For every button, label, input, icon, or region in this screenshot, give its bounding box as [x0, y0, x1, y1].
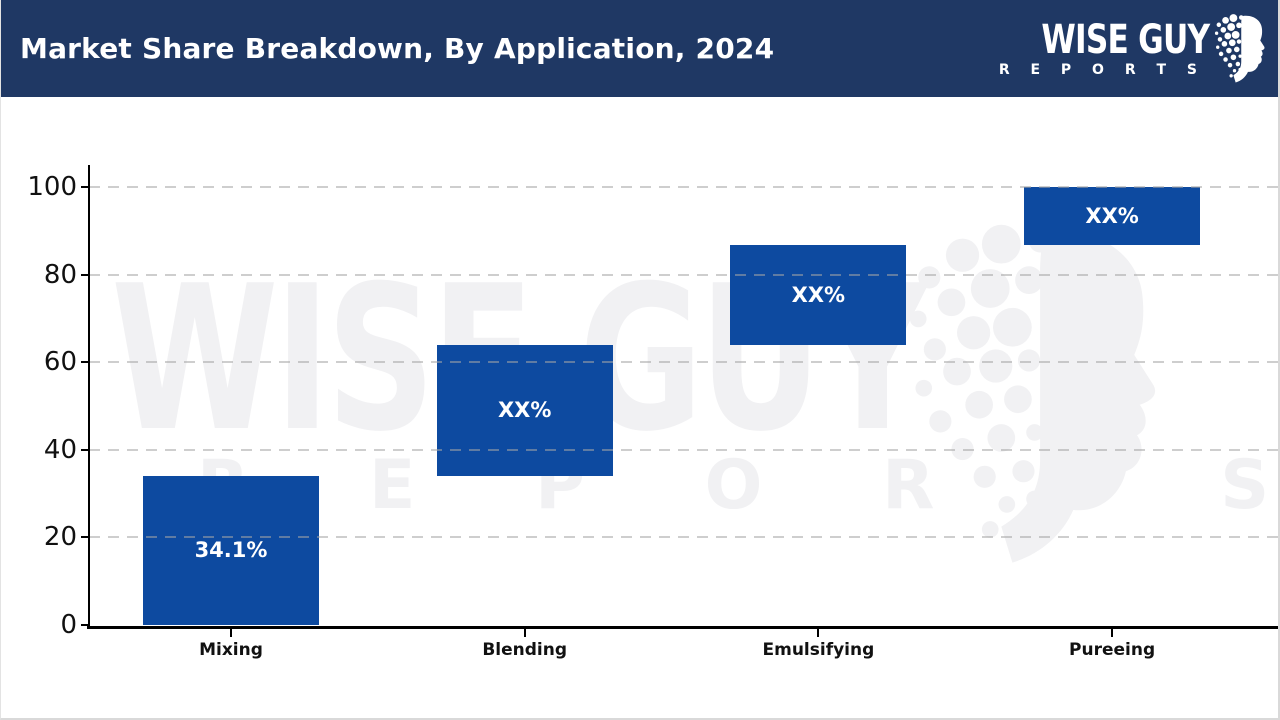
bar: XX%: [1024, 186, 1201, 246]
x-tick-label: Blending: [482, 640, 568, 660]
x-tick-label: Mixing: [199, 640, 263, 660]
y-axis-line: [88, 165, 90, 629]
y-tick-mark: [81, 536, 89, 539]
gridline: [89, 273, 1278, 276]
gridline: [89, 361, 1278, 364]
logo-wordmark: WISE GUY: [1041, 17, 1210, 63]
bar: 34.1%: [143, 475, 319, 625]
x-tick-mark: [230, 629, 232, 637]
y-tick-label: 40: [43, 434, 77, 465]
y-tick-label: 0: [60, 610, 77, 640]
y-tick-label: 20: [43, 522, 77, 553]
wise-guy-logo: WISE GUY R E P O R T S: [999, 6, 1267, 92]
y-tick-mark: [81, 185, 89, 188]
watermark-subtext: R E P O R T S: [197, 446, 1280, 525]
chart-title: Market Share Breakdown, By Application, …: [20, 32, 775, 65]
y-tick-mark: [81, 273, 89, 276]
y-tick-label: 80: [43, 259, 77, 290]
bar-value-label: 34.1%: [194, 538, 268, 563]
logo-subtext: R E P O R T S: [998, 62, 1205, 78]
x-tick-mark: [817, 629, 820, 637]
header: Market Share Breakdown, By Application, …: [1, 0, 1278, 97]
y-tick-mark: [81, 448, 89, 451]
gridline: [89, 185, 1278, 188]
x-tick-mark: [1111, 629, 1114, 637]
bar: XX%: [730, 245, 907, 346]
y-tick-mark: [81, 361, 89, 364]
bar-value-label: XX%: [497, 398, 552, 423]
y-tick-label: 100: [27, 171, 77, 202]
dotted-face-icon: [1211, 12, 1267, 88]
bar: XX%: [436, 345, 613, 476]
watermark-face-icon: [879, 222, 1179, 582]
y-tick-label: 60: [43, 347, 77, 378]
x-tick-label: Pureeing: [1069, 640, 1156, 660]
bar-value-label: XX%: [791, 283, 846, 308]
gridline: [89, 448, 1278, 451]
x-tick-mark: [523, 629, 526, 637]
y-tick-mark: [81, 624, 89, 626]
gridline: [89, 536, 1278, 539]
bar-value-label: XX%: [1085, 204, 1139, 229]
x-tick-label: Emulsifying: [762, 640, 875, 660]
x-axis-line: [87, 626, 1278, 629]
